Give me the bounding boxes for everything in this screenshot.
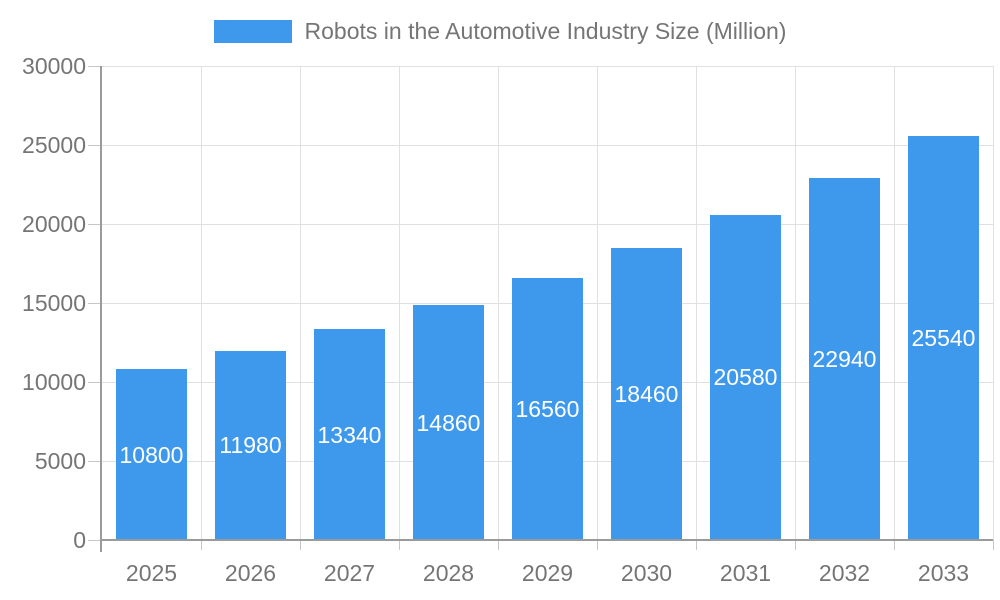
- bar-value-label: 18460: [614, 381, 679, 408]
- y-gridline: [102, 223, 993, 225]
- y-axis-label: 0: [73, 527, 86, 553]
- x-axis-tick: [200, 540, 202, 550]
- bar-value-label: 20580: [713, 364, 778, 391]
- y-axis-label: 15000: [22, 290, 86, 316]
- y-axis-tick: [88, 144, 102, 146]
- y-axis-tick: [88, 223, 102, 225]
- category-boundary-gridline: [497, 66, 499, 540]
- bar: [116, 369, 187, 540]
- x-axis-label: 2032: [818, 560, 871, 586]
- bar: [809, 177, 880, 540]
- x-axis-label: 2031: [719, 560, 772, 586]
- y-axis-tick: [88, 302, 102, 304]
- x-axis-tick: [695, 540, 697, 550]
- y-axis-label: 20000: [22, 211, 86, 237]
- y-axis-label: 5000: [34, 448, 86, 474]
- category-boundary-gridline: [200, 66, 202, 540]
- y-axis-label: 10000: [22, 369, 86, 395]
- x-axis-label: 2033: [917, 560, 970, 586]
- bar: [512, 278, 583, 540]
- bar-value-label: 22940: [812, 345, 877, 372]
- x-axis-label: 2026: [224, 560, 277, 586]
- category-boundary-gridline: [398, 66, 400, 540]
- y-axis-tick: [88, 460, 102, 462]
- bar-value-label: 14860: [416, 409, 481, 436]
- category-boundary-gridline: [695, 66, 697, 540]
- plot-area: 0 5000 10000 15000 20000 25000 30000 10800 11980…: [22, 54, 994, 586]
- x-axis-label: 2025: [125, 560, 178, 586]
- bar-value-label: 10800: [119, 441, 184, 468]
- x-axis-tick: [992, 540, 994, 550]
- y-axis-label: 25000: [22, 132, 86, 158]
- x-axis-label: 2027: [323, 560, 376, 586]
- legend-swatch: [213, 19, 292, 43]
- bar-value-label: 13340: [317, 421, 382, 448]
- bar: [215, 350, 286, 540]
- y-gridline: [102, 144, 993, 146]
- y-axis-label: 30000: [22, 53, 86, 79]
- bar-value-label: 25540: [911, 325, 976, 352]
- bar: [908, 136, 979, 540]
- bar: [314, 329, 385, 540]
- y-gridline: [102, 65, 993, 67]
- bar: [611, 248, 682, 540]
- category-boundary-gridline: [893, 66, 895, 540]
- legend-label: Robots in the Automotive Industry Size (…: [304, 18, 787, 44]
- bar: [413, 305, 484, 540]
- x-axis-tick: [893, 540, 895, 550]
- x-axis-tick: [596, 540, 598, 550]
- x-axis-tick: [794, 540, 796, 550]
- x-axis-line: [102, 539, 993, 541]
- category-boundary-gridline: [299, 66, 301, 540]
- x-axis-label: 2028: [422, 560, 475, 586]
- x-axis-tick: [299, 540, 301, 550]
- category-boundary-gridline: [794, 66, 796, 540]
- bar: [710, 214, 781, 540]
- y-axis-tick: [88, 65, 102, 67]
- y-axis-tick: [88, 381, 102, 383]
- category-boundary-gridline: [992, 66, 994, 540]
- y-axis-tick: [88, 539, 102, 541]
- y-axis-line: [100, 66, 102, 552]
- x-axis-tick: [398, 540, 400, 550]
- x-axis-tick: [497, 540, 499, 550]
- bar-value-label: 16560: [515, 396, 580, 423]
- bar-value-label: 11980: [219, 432, 282, 459]
- x-axis-label: 2029: [521, 560, 574, 586]
- chart-legend[interactable]: Robots in the Automotive Industry Size (…: [0, 17, 1000, 45]
- x-axis-label: 2030: [620, 560, 673, 586]
- category-boundary-gridline: [596, 66, 598, 540]
